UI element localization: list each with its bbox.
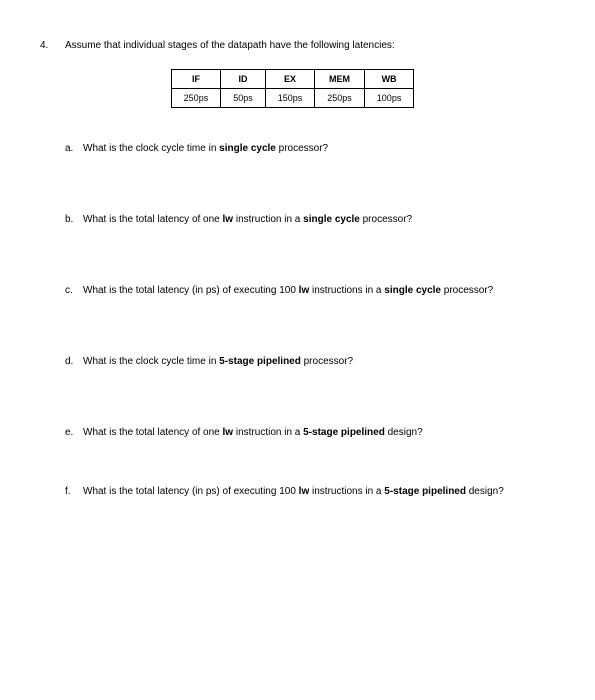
question-prompt: Assume that individual stages of the dat… — [65, 40, 545, 51]
text-bold: 5-stage pipelined — [219, 356, 301, 367]
text-pre: What is the total latency of one — [83, 427, 223, 438]
text-post: processor? — [441, 285, 493, 296]
sub-question-d: d. What is the clock cycle time in 5-sta… — [65, 356, 545, 367]
table-header-if: IF — [171, 70, 221, 89]
sub-question-f: f. What is the total latency (in ps) of … — [65, 486, 545, 497]
question-header: 4. Assume that individual stages of the … — [40, 40, 545, 51]
text-post: design? — [385, 427, 423, 438]
text-mid: instruction in a — [233, 427, 303, 438]
text-bold: 5-stage pipelined — [384, 486, 466, 497]
table-value-row: 250ps 50ps 150ps 250ps 100ps — [171, 89, 414, 108]
sub-letter: d. — [65, 356, 83, 367]
text-bold: 5-stage pipelined — [303, 427, 385, 438]
sub-text: What is the total latency of one lw inst… — [83, 214, 545, 225]
text-code: lw — [299, 285, 310, 296]
table-cell-wb: 100ps — [364, 89, 414, 108]
text-code: lw — [299, 486, 310, 497]
sub-text: What is the total latency of one lw inst… — [83, 427, 545, 438]
text-post: processor? — [276, 143, 328, 154]
text-mid: instructions in a — [309, 285, 384, 296]
text-bold: single cycle — [384, 285, 441, 296]
text-pre: What is the total latency of one — [83, 214, 223, 225]
sub-text: What is the clock cycle time in single c… — [83, 143, 545, 154]
text-mid: instruction in a — [233, 214, 303, 225]
text-pre: What is the total latency (in ps) of exe… — [83, 486, 299, 497]
text-post: processor? — [301, 356, 353, 367]
table-header-row: IF ID EX MEM WB — [171, 70, 414, 89]
sub-text: What is the total latency (in ps) of exe… — [83, 486, 545, 497]
sub-letter: a. — [65, 143, 83, 154]
table-cell-id: 50ps — [221, 89, 266, 108]
text-pre: What is the clock cycle time in — [83, 143, 219, 154]
text-post: processor? — [360, 214, 412, 225]
text-bold: single cycle — [303, 214, 360, 225]
table-cell-if: 250ps — [171, 89, 221, 108]
sub-question-a: a. What is the clock cycle time in singl… — [65, 143, 545, 154]
table-header-wb: WB — [364, 70, 414, 89]
sub-text: What is the total latency (in ps) of exe… — [83, 285, 545, 296]
sub-letter: f. — [65, 486, 83, 497]
sub-question-b: b. What is the total latency of one lw i… — [65, 214, 545, 225]
table-cell-mem: 250ps — [315, 89, 365, 108]
text-post: design? — [466, 486, 504, 497]
text-pre: What is the clock cycle time in — [83, 356, 219, 367]
latency-table: IF ID EX MEM WB 250ps 50ps 150ps 250ps 1… — [171, 69, 415, 108]
table-header-ex: EX — [265, 70, 315, 89]
table-header-mem: MEM — [315, 70, 365, 89]
table-header-id: ID — [221, 70, 266, 89]
sub-letter: c. — [65, 285, 83, 296]
sub-questions: a. What is the clock cycle time in singl… — [40, 143, 545, 497]
text-bold: single cycle — [219, 143, 276, 154]
text-pre: What is the total latency (in ps) of exe… — [83, 285, 299, 296]
sub-text: What is the clock cycle time in 5-stage … — [83, 356, 545, 367]
text-mid: instructions in a — [309, 486, 384, 497]
table-cell-ex: 150ps — [265, 89, 315, 108]
text-code: lw — [223, 427, 234, 438]
sub-question-e: e. What is the total latency of one lw i… — [65, 427, 545, 438]
sub-letter: b. — [65, 214, 83, 225]
question-number: 4. — [40, 40, 65, 51]
sub-question-c: c. What is the total latency (in ps) of … — [65, 285, 545, 296]
sub-letter: e. — [65, 427, 83, 438]
text-code: lw — [223, 214, 234, 225]
